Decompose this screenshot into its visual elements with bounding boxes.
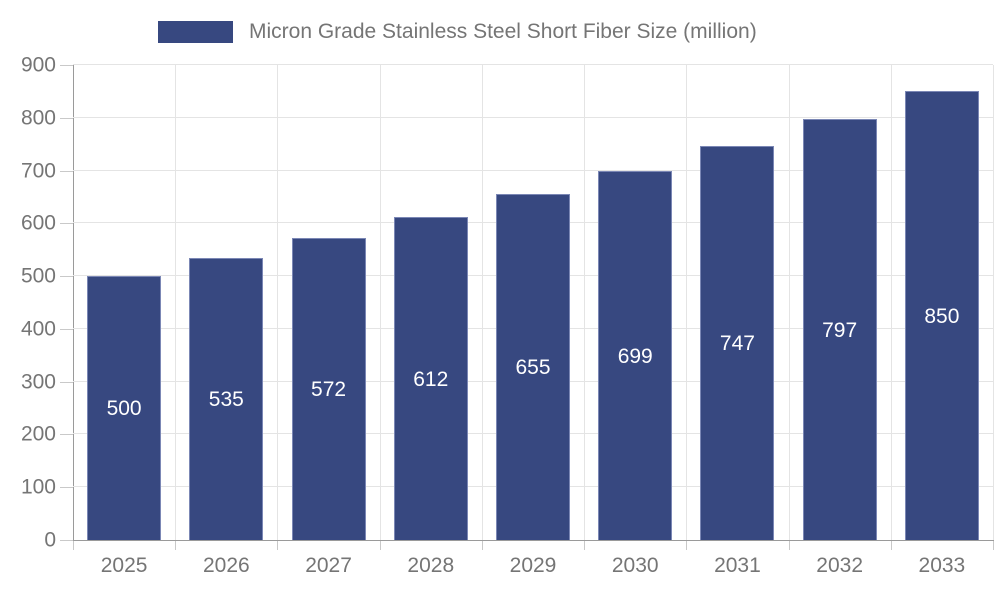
x-axis-tick bbox=[686, 541, 688, 550]
x-axis-label: 2026 bbox=[202, 554, 250, 577]
bar-2027: 572 bbox=[291, 238, 366, 540]
x-axis-label: 2032 bbox=[816, 554, 864, 577]
bar-value-label: 850 bbox=[924, 304, 960, 328]
y-axis-tick bbox=[60, 434, 73, 436]
y-axis-tick bbox=[60, 223, 73, 225]
x-axis-label: 2030 bbox=[611, 554, 659, 577]
bar-value-label: 572 bbox=[311, 378, 347, 402]
y-axis-label: 0 bbox=[44, 528, 56, 552]
x-axis-label: 2025 bbox=[100, 554, 148, 577]
x-axis-tick bbox=[481, 541, 483, 550]
y-axis-label: 800 bbox=[20, 106, 56, 130]
x-axis-tick bbox=[788, 541, 790, 550]
y-axis-tick bbox=[60, 170, 73, 172]
bar-2029: 655 bbox=[496, 194, 570, 540]
x-axis-tick bbox=[175, 541, 177, 550]
y-axis-label: 700 bbox=[20, 159, 56, 183]
gridline-vertical bbox=[993, 65, 994, 540]
gridline-vertical bbox=[175, 65, 177, 540]
y-axis-labels: 0 100 200 300 400 500 600 700 800 900 bbox=[0, 55, 56, 551]
bar-2031: 747 bbox=[700, 145, 775, 540]
y-axis-tick bbox=[60, 117, 73, 119]
y-axis-label: 900 bbox=[20, 53, 56, 77]
gridline-vertical bbox=[788, 65, 790, 540]
x-axis-labels: 2025 2026 2027 2028 2029 2030 2031 2032 2033 bbox=[73, 554, 993, 584]
gridline-vertical bbox=[481, 65, 483, 540]
y-axis-label: 400 bbox=[20, 317, 56, 341]
y-axis-label: 300 bbox=[20, 370, 56, 394]
y-axis-tick bbox=[60, 276, 73, 278]
bar-2030: 699 bbox=[598, 171, 673, 540]
bar-2033: 850 bbox=[904, 91, 979, 540]
x-axis-label: 2033 bbox=[918, 554, 966, 577]
gridline-horizontal bbox=[73, 169, 993, 171]
y-axis-label: 600 bbox=[20, 211, 56, 235]
bar-2025: 500 bbox=[87, 276, 162, 540]
bar-value-label: 612 bbox=[413, 367, 449, 391]
gridline-vertical bbox=[686, 65, 688, 540]
y-axis-tick bbox=[60, 381, 73, 383]
bar-value-label: 747 bbox=[719, 331, 755, 355]
x-axis-tick bbox=[379, 541, 381, 550]
gridline-vertical bbox=[890, 65, 892, 540]
y-axis-label: 200 bbox=[20, 422, 56, 446]
x-axis-tick bbox=[277, 541, 279, 550]
gridline-horizontal bbox=[73, 116, 993, 118]
y-axis-tick bbox=[60, 65, 73, 66]
x-axis-tick bbox=[73, 541, 74, 550]
gridline-horizontal bbox=[73, 64, 993, 65]
y-axis-label: 100 bbox=[20, 475, 56, 499]
x-axis-tick bbox=[993, 541, 994, 550]
bar-2028: 612 bbox=[393, 217, 468, 540]
bar-value-label: 797 bbox=[822, 318, 858, 342]
y-axis-line bbox=[73, 65, 74, 549]
y-axis-tick bbox=[60, 540, 73, 541]
y-axis-tick bbox=[60, 328, 73, 330]
bar-value-label: 535 bbox=[208, 387, 244, 411]
x-axis-label: 2028 bbox=[407, 554, 455, 577]
gridline-vertical bbox=[379, 65, 381, 540]
bar-2026: 535 bbox=[189, 257, 264, 540]
gridline-vertical bbox=[277, 65, 279, 540]
x-axis-label: 2031 bbox=[714, 554, 761, 577]
y-axis-tick bbox=[60, 487, 73, 489]
x-axis-line bbox=[73, 540, 994, 541]
bar-value-label: 699 bbox=[617, 344, 653, 368]
x-axis-tick bbox=[584, 541, 586, 550]
bar-2032: 797 bbox=[802, 119, 877, 540]
x-axis-tick bbox=[890, 541, 892, 550]
x-axis-label: 2029 bbox=[509, 554, 557, 577]
plot-area: 500 535 572 612 655 699 747 797 850 bbox=[73, 64, 994, 540]
legend-label: Micron Grade Stainless Steel Short Fiber… bbox=[249, 20, 757, 43]
y-axis-label: 500 bbox=[20, 264, 56, 288]
x-axis-label: 2027 bbox=[305, 554, 352, 577]
bar-value-label: 655 bbox=[515, 356, 551, 380]
bar-value-label: 500 bbox=[106, 397, 142, 421]
gridline-vertical bbox=[584, 65, 586, 540]
legend-swatch bbox=[158, 21, 233, 43]
legend-item[interactable]: Micron Grade Stainless Steel Short Fiber… bbox=[158, 19, 757, 45]
